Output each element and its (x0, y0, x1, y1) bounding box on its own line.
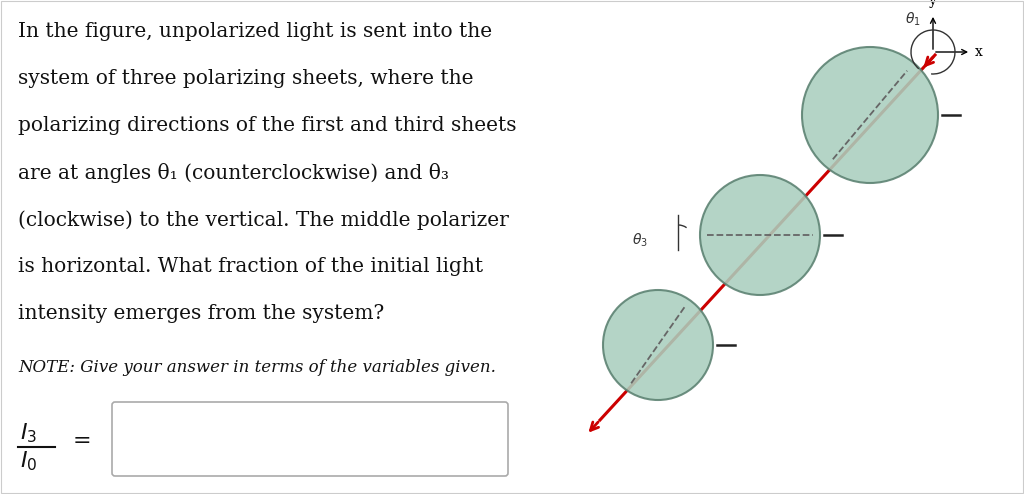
Text: are at angles θ₁ (counterclockwise) and θ₃: are at angles θ₁ (counterclockwise) and … (18, 163, 449, 183)
Text: polarizing directions of the first and third sheets: polarizing directions of the first and t… (18, 116, 516, 135)
Text: $I_0$: $I_0$ (20, 449, 37, 473)
Ellipse shape (700, 175, 820, 295)
Ellipse shape (802, 47, 938, 183)
FancyBboxPatch shape (112, 402, 508, 476)
Text: system of three polarizing sheets, where the: system of three polarizing sheets, where… (18, 69, 473, 88)
Text: (clockwise) to the vertical. The middle polarizer: (clockwise) to the vertical. The middle … (18, 210, 509, 230)
Text: y: y (929, 0, 937, 8)
Text: intensity emerges from the system?: intensity emerges from the system? (18, 304, 384, 323)
Text: $=$: $=$ (68, 428, 90, 450)
Text: NOTE: Give your answer in terms of the variables given.: NOTE: Give your answer in terms of the v… (18, 359, 496, 376)
Text: $I_3$: $I_3$ (20, 421, 37, 445)
Text: x: x (975, 45, 983, 59)
Text: In the figure, unpolarized light is sent into the: In the figure, unpolarized light is sent… (18, 22, 493, 41)
Text: is horizontal. What fraction of the initial light: is horizontal. What fraction of the init… (18, 257, 483, 276)
Text: $\theta_1$: $\theta_1$ (905, 11, 921, 28)
Ellipse shape (603, 290, 713, 400)
Text: $\theta_3$: $\theta_3$ (632, 231, 648, 248)
